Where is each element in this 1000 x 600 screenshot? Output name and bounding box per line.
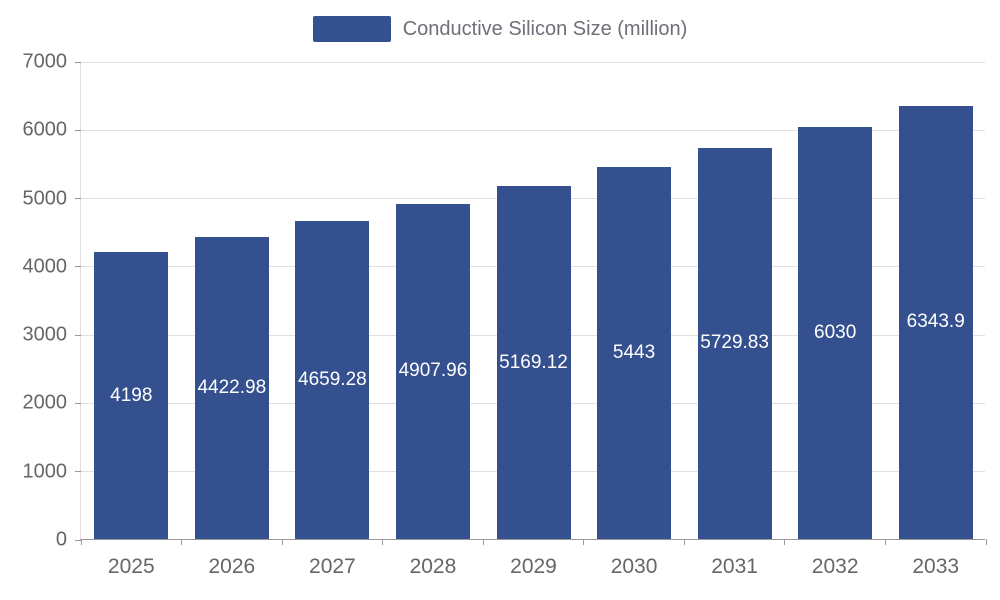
bar-value-label: 6343.9 <box>906 311 965 333</box>
bar[interactable]: 4907.96 <box>395 203 470 539</box>
x-axis-label: 2027 <box>309 555 356 578</box>
x-axis-label: 2033 <box>912 555 960 578</box>
bar-value-label: 6030 <box>814 322 857 344</box>
gridline <box>81 61 985 63</box>
legend-label: Conductive Silicon Size (million) <box>402 17 688 40</box>
bar[interactable]: 5729.83 <box>697 147 772 539</box>
x-axis-label: 2029 <box>510 555 557 578</box>
bar-value-label: 4422.98 <box>197 376 267 398</box>
x-axis-tick <box>884 539 886 545</box>
bar[interactable]: 4422.98 <box>194 236 269 539</box>
y-axis-tick-label: 6000 <box>22 118 68 141</box>
y-axis-tick-label: 7000 <box>22 50 68 73</box>
x-axis-tick <box>181 539 183 545</box>
bar-value-label: 4659.28 <box>298 368 367 390</box>
x-axis-label: 2031 <box>711 555 758 578</box>
x-axis-tick <box>482 539 484 545</box>
y-axis-tick-label: 0 <box>55 528 67 551</box>
bar[interactable]: 6030 <box>798 127 873 539</box>
y-axis-tick-label: 4000 <box>22 255 68 278</box>
x-axis-tick <box>80 539 82 545</box>
bar-value-label: 5443 <box>612 342 656 364</box>
y-axis-tick <box>75 266 81 268</box>
y-axis-tick-label: 2000 <box>22 391 68 414</box>
plot-area: 0 1000 2000 3000 4000 5000 6000 7000 4198 2025 442… <box>23 51 987 578</box>
y-axis-tick-label: 1000 <box>22 460 68 483</box>
bar-value-label: 4198 <box>110 384 153 406</box>
x-axis-label: 2032 <box>811 555 859 578</box>
y-axis-tick <box>75 198 81 200</box>
bar[interactable]: 4659.28 <box>295 220 370 539</box>
bar-value-label: 4907.96 <box>398 360 468 382</box>
bar[interactable]: 6343.9 <box>898 105 973 539</box>
bar[interactable]: 5169.12 <box>496 186 571 539</box>
x-axis-tick <box>281 539 283 545</box>
bar[interactable]: 5443 <box>597 167 672 539</box>
x-axis-label: 2028 <box>409 555 457 578</box>
y-axis-tick <box>75 471 81 473</box>
bar-value-label: 5169.12 <box>499 351 568 373</box>
x-axis-label: 2026 <box>208 555 256 578</box>
y-axis-tick-label: 5000 <box>22 187 68 210</box>
gridline <box>81 129 985 131</box>
x-axis-tick <box>382 539 384 545</box>
x-axis-label: 2025 <box>107 555 155 578</box>
y-axis-tick <box>75 539 81 541</box>
bar-value-label: 5729.83 <box>700 332 769 354</box>
x-axis-label: 2030 <box>610 555 658 578</box>
y-axis-tick <box>75 129 81 131</box>
x-axis-tick <box>583 539 585 545</box>
y-axis-tick <box>75 402 81 404</box>
y-axis-tick <box>75 334 81 336</box>
x-axis-tick <box>784 539 786 545</box>
y-axis-tick <box>75 61 81 63</box>
bar[interactable]: 4198 <box>94 252 169 539</box>
legend[interactable]: Conductive Silicon Size (million) <box>0 16 1000 42</box>
x-axis-tick <box>683 539 685 545</box>
y-axis-tick-label: 3000 <box>22 323 68 346</box>
x-axis-tick <box>985 539 987 545</box>
legend-swatch-icon <box>312 16 391 42</box>
